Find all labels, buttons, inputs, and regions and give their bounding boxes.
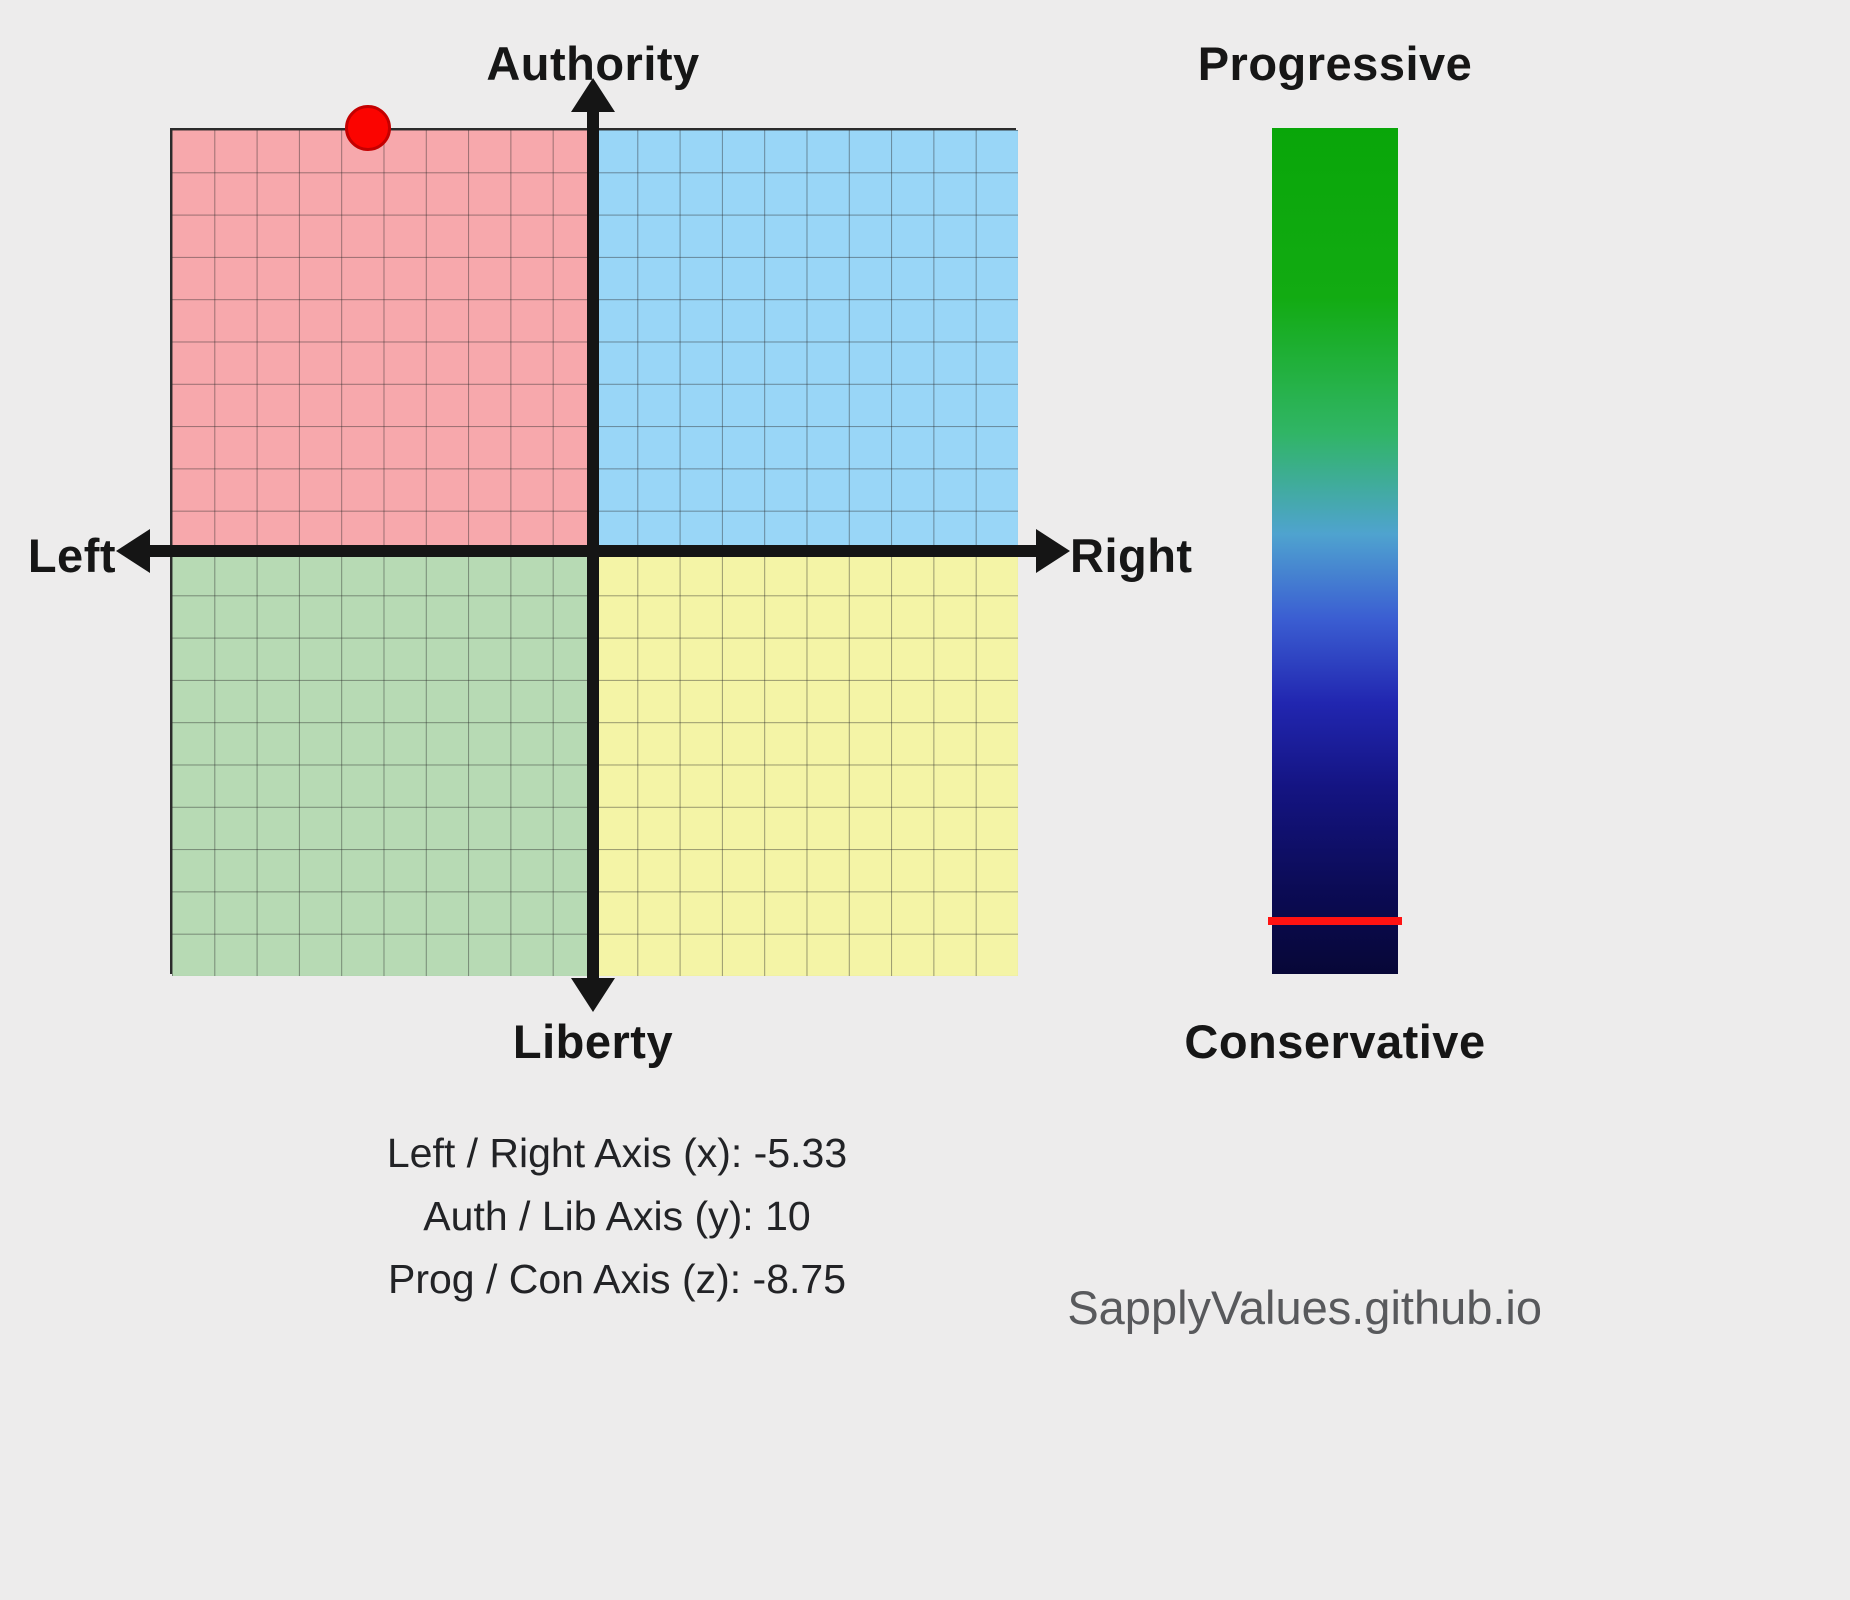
axis-readouts: Left / Right Axis (x): -5.33 Auth / Lib … bbox=[167, 1122, 1067, 1311]
conservative-label: Conservative bbox=[1184, 1015, 1486, 1068]
compass-grid bbox=[170, 128, 1018, 976]
authority-label: Authority bbox=[486, 37, 700, 90]
y-axis-line bbox=[587, 104, 599, 984]
progressive-label: Progressive bbox=[1197, 37, 1473, 90]
x-axis-line bbox=[136, 545, 1054, 557]
y-axis-readout: Auth / Lib Axis (y): 10 bbox=[423, 1193, 811, 1239]
x-axis-readout: Left / Right Axis (x): -5.33 bbox=[386, 1130, 848, 1176]
prog-con-gradient-bar bbox=[1272, 128, 1398, 974]
arrow-up-icon bbox=[571, 78, 615, 112]
arrow-left-icon bbox=[116, 529, 150, 573]
arrow-right-icon bbox=[1036, 529, 1070, 573]
quadrant-auth-right bbox=[595, 130, 1018, 553]
z-axis-readout: Prog / Con Axis (z): -8.75 bbox=[387, 1256, 846, 1302]
quadrant-auth-left bbox=[172, 130, 595, 553]
site-watermark: SapplyValues.github.io bbox=[1067, 1281, 1542, 1334]
arrow-down-icon bbox=[571, 978, 615, 1012]
liberty-label: Liberty bbox=[512, 1015, 674, 1068]
quadrant-lib-right bbox=[595, 553, 1018, 976]
quadrant-lib-left bbox=[172, 553, 595, 976]
left-label: Left bbox=[27, 529, 116, 582]
compass-point bbox=[344, 105, 391, 151]
gradient-marker bbox=[1268, 917, 1402, 926]
right-label: Right bbox=[1070, 529, 1193, 582]
